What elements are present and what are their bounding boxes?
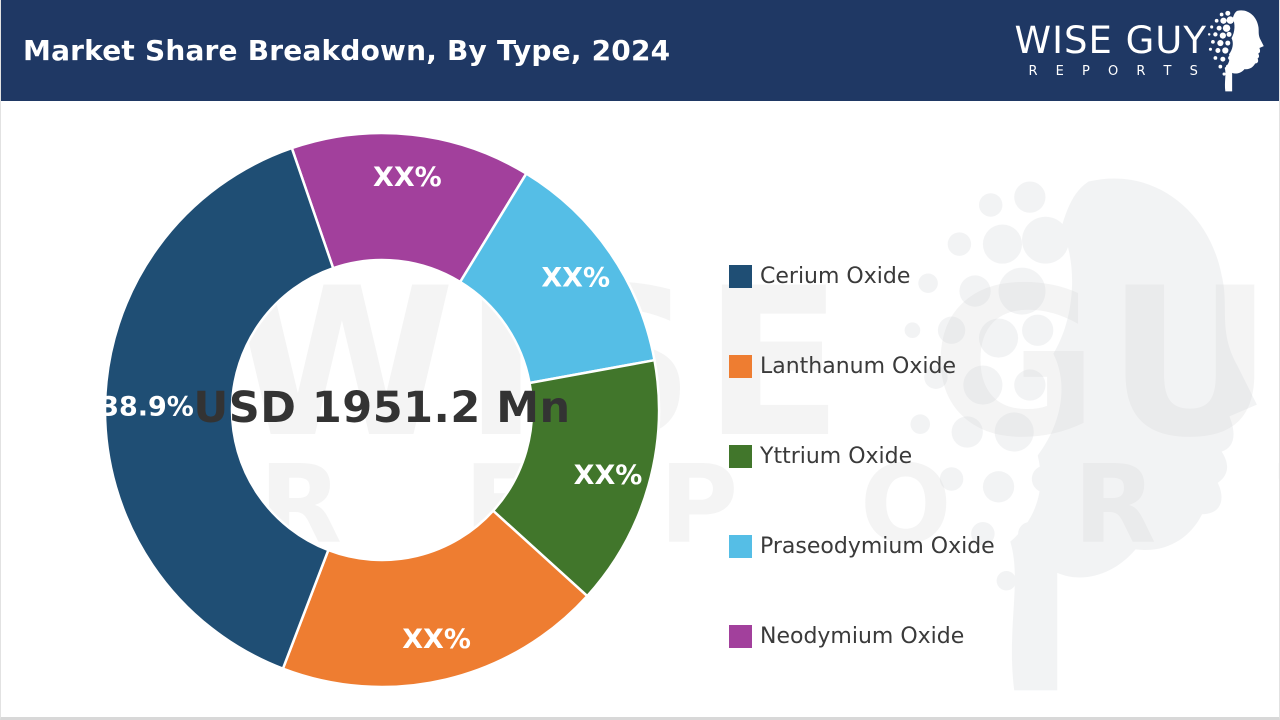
logo-text-wiseguy: WISE GUY: [1014, 19, 1207, 62]
legend-label: Praseodymium Oxide: [760, 533, 995, 559]
legend-item-praseodymium-oxide: Praseodymium Oxide: [729, 533, 995, 559]
slice-yttrium-oxide: [491, 358, 661, 598]
legend-swatch: [729, 624, 752, 648]
legend-swatch: [729, 444, 752, 468]
legend-item-neodymium-oxide: Neodymium Oxide: [729, 623, 995, 649]
slice-percentage-label: XX%: [541, 262, 610, 293]
slice-percentage-label: XX%: [574, 460, 643, 491]
legend-swatch: [729, 354, 752, 378]
legend-item-lanthanum-oxide: Lanthanum Oxide: [729, 353, 995, 379]
legend-label: Neodymium Oxide: [760, 623, 965, 649]
legend-item-cerium-oxide: Cerium Oxide: [729, 263, 995, 289]
slice-percentage-label: 38.9%: [100, 391, 194, 422]
slice-neodymium-oxide: [290, 131, 528, 284]
wiseguy-logo: WISE GUY R E P O R T S: [1015, 7, 1265, 94]
legend-swatch: [729, 534, 752, 558]
legend: Cerium Oxide Lanthanum Oxide Yttrium Oxide…: [729, 264, 995, 714]
legend-item-yttrium-oxide: Yttrium Oxide: [729, 443, 995, 469]
slice-percentage-label: XX%: [373, 162, 442, 193]
legend-label: Yttrium Oxide: [760, 443, 913, 469]
logo-text-reports: R E P O R T S: [1028, 64, 1205, 79]
header: Market Share Breakdown, By Type, 2024 WI…: [1, 0, 1279, 101]
legend-label: Lanthanum Oxide: [760, 353, 956, 379]
page-title: Market Share Breakdown, By Type, 2024: [23, 34, 671, 67]
logo-face-icon: [1207, 10, 1264, 92]
slice-cerium-oxide: [103, 146, 335, 670]
slice-percentage-label: XX%: [402, 624, 471, 655]
chart-center-value: USD 1951.2 Mn: [193, 383, 571, 433]
slice-lanthanum-oxide: [281, 509, 589, 689]
donut-chart: XX% XX% XX% XX% 38.9%: [100, 131, 661, 689]
legend-swatch: [729, 264, 752, 288]
legend-label: Cerium Oxide: [760, 263, 911, 289]
